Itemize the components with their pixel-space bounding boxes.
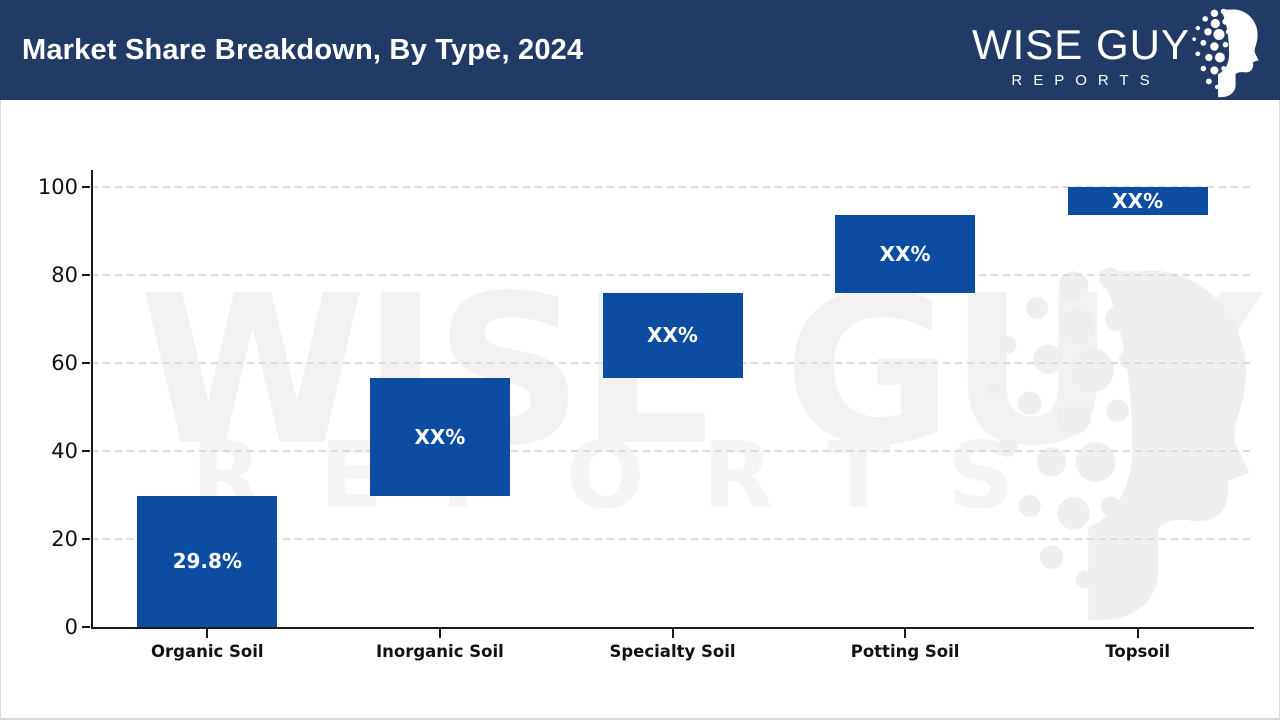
gridline-20 [91, 538, 1254, 540]
x-tick-label-topsoil: Topsoil [1105, 642, 1171, 661]
bar-specialty-soil: XX% [602, 293, 743, 378]
y-tick-label-60: 60 [51, 351, 78, 375]
bar-value-label: XX% [879, 242, 931, 267]
y-tick-label-0: 0 [64, 615, 78, 639]
x-tick-inorganic-soil [438, 629, 441, 638]
y-tick-20 [82, 538, 90, 540]
x-tick-label-specialty-soil: Specialty Soil [609, 642, 736, 661]
x-tick-potting-soil [904, 629, 907, 638]
y-tick-label-100: 100 [37, 175, 78, 199]
bar-potting-soil: XX% [835, 215, 976, 294]
wiseguy-logo-text: WISE GUY REPORTS [971, 21, 1190, 90]
logo-wordmark: WISE GUY [971, 21, 1190, 68]
bar-value-label: 29.8% [172, 549, 242, 574]
y-tick-label-20: 20 [51, 527, 78, 551]
bar-value-label: XX% [414, 424, 466, 449]
chart-canvas: WISE GUY REPORTS [0, 100, 1280, 720]
x-axis-line [91, 627, 1254, 629]
y-tick-0 [82, 626, 90, 628]
bar-value-label: XX% [647, 323, 698, 348]
x-tick-organic-soil [206, 629, 209, 638]
chart-title: Market Share Breakdown, By Type, 2024 [22, 33, 584, 66]
logo-subtext: REPORTS [1011, 72, 1161, 89]
bar-inorganic-soil: XX% [369, 377, 510, 496]
x-tick-label-organic-soil: Organic Soil [151, 642, 264, 661]
chart-plot: 0 20 40 60 80 100 29.8% Organic Soil XX% Inorgani… [1, 100, 1279, 718]
y-axis-line [91, 170, 93, 629]
x-tick-specialty-soil [671, 629, 674, 638]
gridline-80 [91, 274, 1254, 276]
y-tick-80 [82, 274, 90, 276]
x-tick-label-inorganic-soil: Inorganic Soil [376, 642, 504, 661]
y-tick-100 [82, 186, 90, 188]
x-tick-label-potting-soil: Potting Soil [850, 642, 960, 661]
bar-value-label: XX% [1112, 189, 1164, 214]
wiseguy-logo: WISE GUY REPORTS [972, 6, 1262, 98]
gridline-100 [91, 186, 1254, 188]
wiseguy-head-icon [1192, 8, 1259, 98]
x-tick-topsoil [1136, 629, 1139, 638]
bar-topsoil: XX% [1067, 187, 1208, 216]
y-tick-label-80: 80 [51, 263, 78, 287]
header-bar: Market Share Breakdown, By Type, 2024 WI… [0, 0, 1280, 100]
gridline-40 [91, 450, 1254, 452]
y-tick-label-40: 40 [51, 439, 78, 463]
y-tick-40 [82, 450, 90, 452]
y-tick-60 [82, 362, 90, 364]
bar-organic-soil: 29.8% [137, 495, 278, 627]
